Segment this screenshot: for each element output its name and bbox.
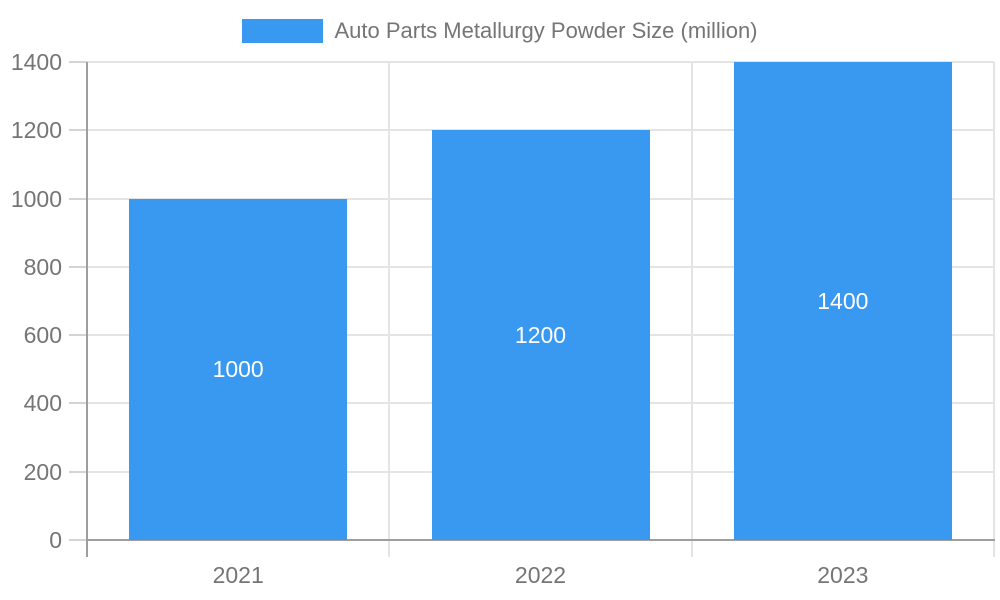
y-tick-label: 1200 <box>10 117 62 144</box>
y-tick <box>69 402 87 405</box>
y-tick-label: 800 <box>23 253 62 280</box>
h-gridline <box>87 61 994 63</box>
y-tick-label: 1000 <box>10 185 62 212</box>
y-tick-label: 400 <box>23 390 62 417</box>
y-tick <box>69 129 87 132</box>
x-axis-line <box>86 539 995 541</box>
bar-value-label: 1000 <box>212 356 264 383</box>
bar-2022 <box>431 130 650 540</box>
bar-value-label: 1400 <box>817 288 869 314</box>
v-gridline <box>388 62 391 557</box>
y-tick <box>69 61 87 63</box>
y-tick-label: 1400 <box>10 49 62 75</box>
y-axis-line <box>86 62 88 557</box>
y-tick <box>69 197 87 200</box>
legend: Auto Parts Metallurgy Powder Size (milli… <box>0 19 1000 43</box>
v-gridline <box>690 62 693 557</box>
y-tick-label: 0 <box>49 527 62 553</box>
bar-value-label: 1200 <box>514 322 567 349</box>
y-tick-label: 600 <box>23 322 62 349</box>
legend-label: Auto Parts Metallurgy Powder Size (milli… <box>334 18 758 43</box>
v-gridline <box>993 62 995 557</box>
x-tick-label: 2022 <box>514 562 567 588</box>
y-tick <box>69 334 87 337</box>
x-tick-label: 2023 <box>817 562 869 588</box>
x-tick-label: 2021 <box>212 562 264 588</box>
y-tick-label: 200 <box>23 458 62 485</box>
y-tick <box>69 265 87 268</box>
bar-2021 <box>129 198 348 540</box>
legend-swatch <box>242 19 324 43</box>
y-tick <box>69 539 87 541</box>
bar-2023 <box>733 62 952 540</box>
y-tick <box>69 470 87 473</box>
